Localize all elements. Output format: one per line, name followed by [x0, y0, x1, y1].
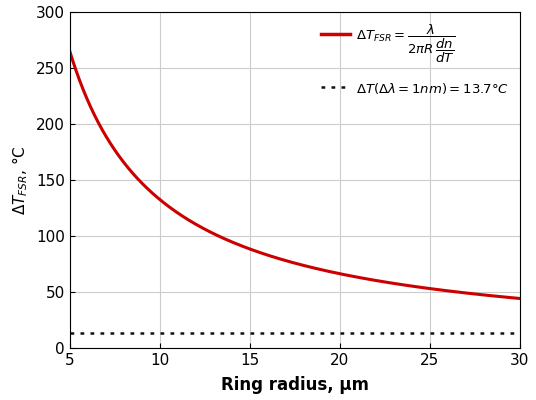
Y-axis label: $\Delta T_{FSR}$, $°$C: $\Delta T_{FSR}$, $°$C — [11, 145, 30, 215]
X-axis label: Ring radius, μm: Ring radius, μm — [221, 376, 369, 394]
Legend: $\Delta T_{FSR} = \dfrac{\lambda}{2\pi R\,\dfrac{dn}{dT}}$, $\Delta T(\Delta\lam: $\Delta T_{FSR} = \dfrac{\lambda}{2\pi R… — [317, 18, 513, 101]
